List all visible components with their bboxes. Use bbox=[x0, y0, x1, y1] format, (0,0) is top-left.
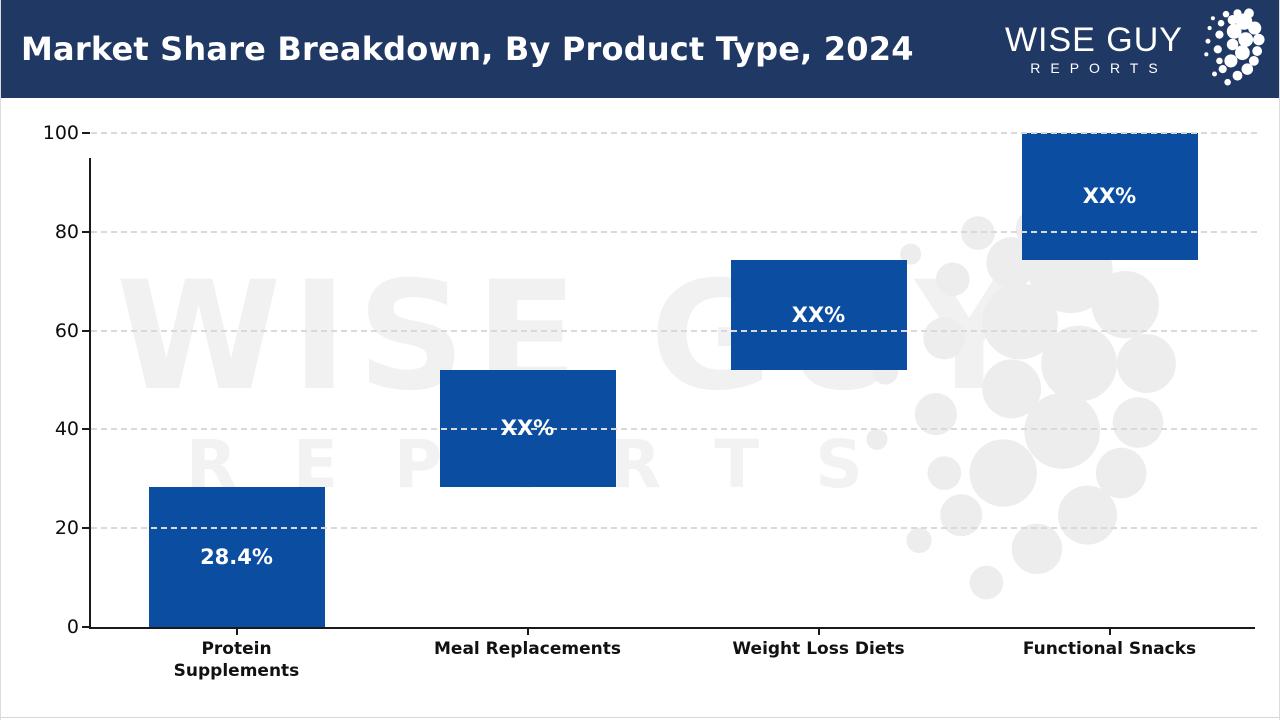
chart-title: Market Share Breakdown, By Product Type,… bbox=[21, 30, 914, 68]
x-axis-line bbox=[89, 627, 1255, 629]
y-tick-mark-0 bbox=[82, 626, 90, 628]
y-tick-mark-40 bbox=[82, 428, 90, 431]
gridline-100 bbox=[91, 132, 1257, 134]
wise-guy-reports-logo: WISE GUY REPORTS bbox=[1005, 7, 1267, 91]
y-tick-mark-60 bbox=[82, 329, 90, 332]
y-tick-mark-80 bbox=[82, 230, 90, 233]
y-tick-mark-20 bbox=[82, 527, 90, 530]
logo-text: WISE GUY REPORTS bbox=[1005, 23, 1183, 75]
bar-value-label-weight-loss-diets: XX% bbox=[791, 303, 846, 328]
bar-weight-loss-diets bbox=[730, 259, 907, 371]
y-tick-label-40: 40 bbox=[54, 418, 79, 441]
y-tick-label-20: 20 bbox=[54, 517, 79, 540]
x-axis-label-functional-snacks: Functional Snacks bbox=[1022, 639, 1197, 659]
header-band: Market Share Breakdown, By Product Type,… bbox=[1, 0, 1279, 98]
bar-value-label-meal-replacements: XX% bbox=[500, 416, 555, 441]
x-axis-label-meal-replacements: Meal Replacements bbox=[434, 639, 621, 659]
gridline-20 bbox=[91, 527, 1257, 530]
x-tick-mark-protein-supplements bbox=[235, 627, 238, 635]
bar-value-label-protein-supplements: 28.4% bbox=[200, 544, 273, 569]
bar-protein-supplements bbox=[148, 486, 325, 627]
x-tick-mark-meal-replacements bbox=[526, 627, 529, 635]
x-tick-mark-weight-loss-diets bbox=[817, 627, 820, 635]
x-axis-label-protein-supplements: Protein Supplements bbox=[173, 639, 300, 682]
logo-wiseguy-text: WISE GUY bbox=[1004, 21, 1183, 59]
gridline-80 bbox=[91, 230, 1257, 233]
y-axis-line bbox=[89, 158, 91, 629]
x-axis-label-weight-loss-diets: Weight Loss Diets bbox=[732, 639, 905, 659]
y-tick-label-100: 100 bbox=[42, 122, 79, 144]
y-tick-mark-100 bbox=[82, 132, 90, 134]
y-tick-label-80: 80 bbox=[54, 220, 79, 243]
gridline-60 bbox=[91, 329, 1257, 332]
logo-reports-text: REPORTS bbox=[1030, 60, 1168, 76]
bar-value-label-functional-snacks: XX% bbox=[1082, 184, 1137, 209]
x-tick-mark-functional-snacks bbox=[1108, 627, 1111, 635]
y-tick-label-0: 0 bbox=[66, 616, 79, 638]
gridline-40 bbox=[91, 428, 1257, 431]
logo-dot-face-icon bbox=[1204, 8, 1265, 86]
y-tick-label-60: 60 bbox=[54, 319, 79, 342]
